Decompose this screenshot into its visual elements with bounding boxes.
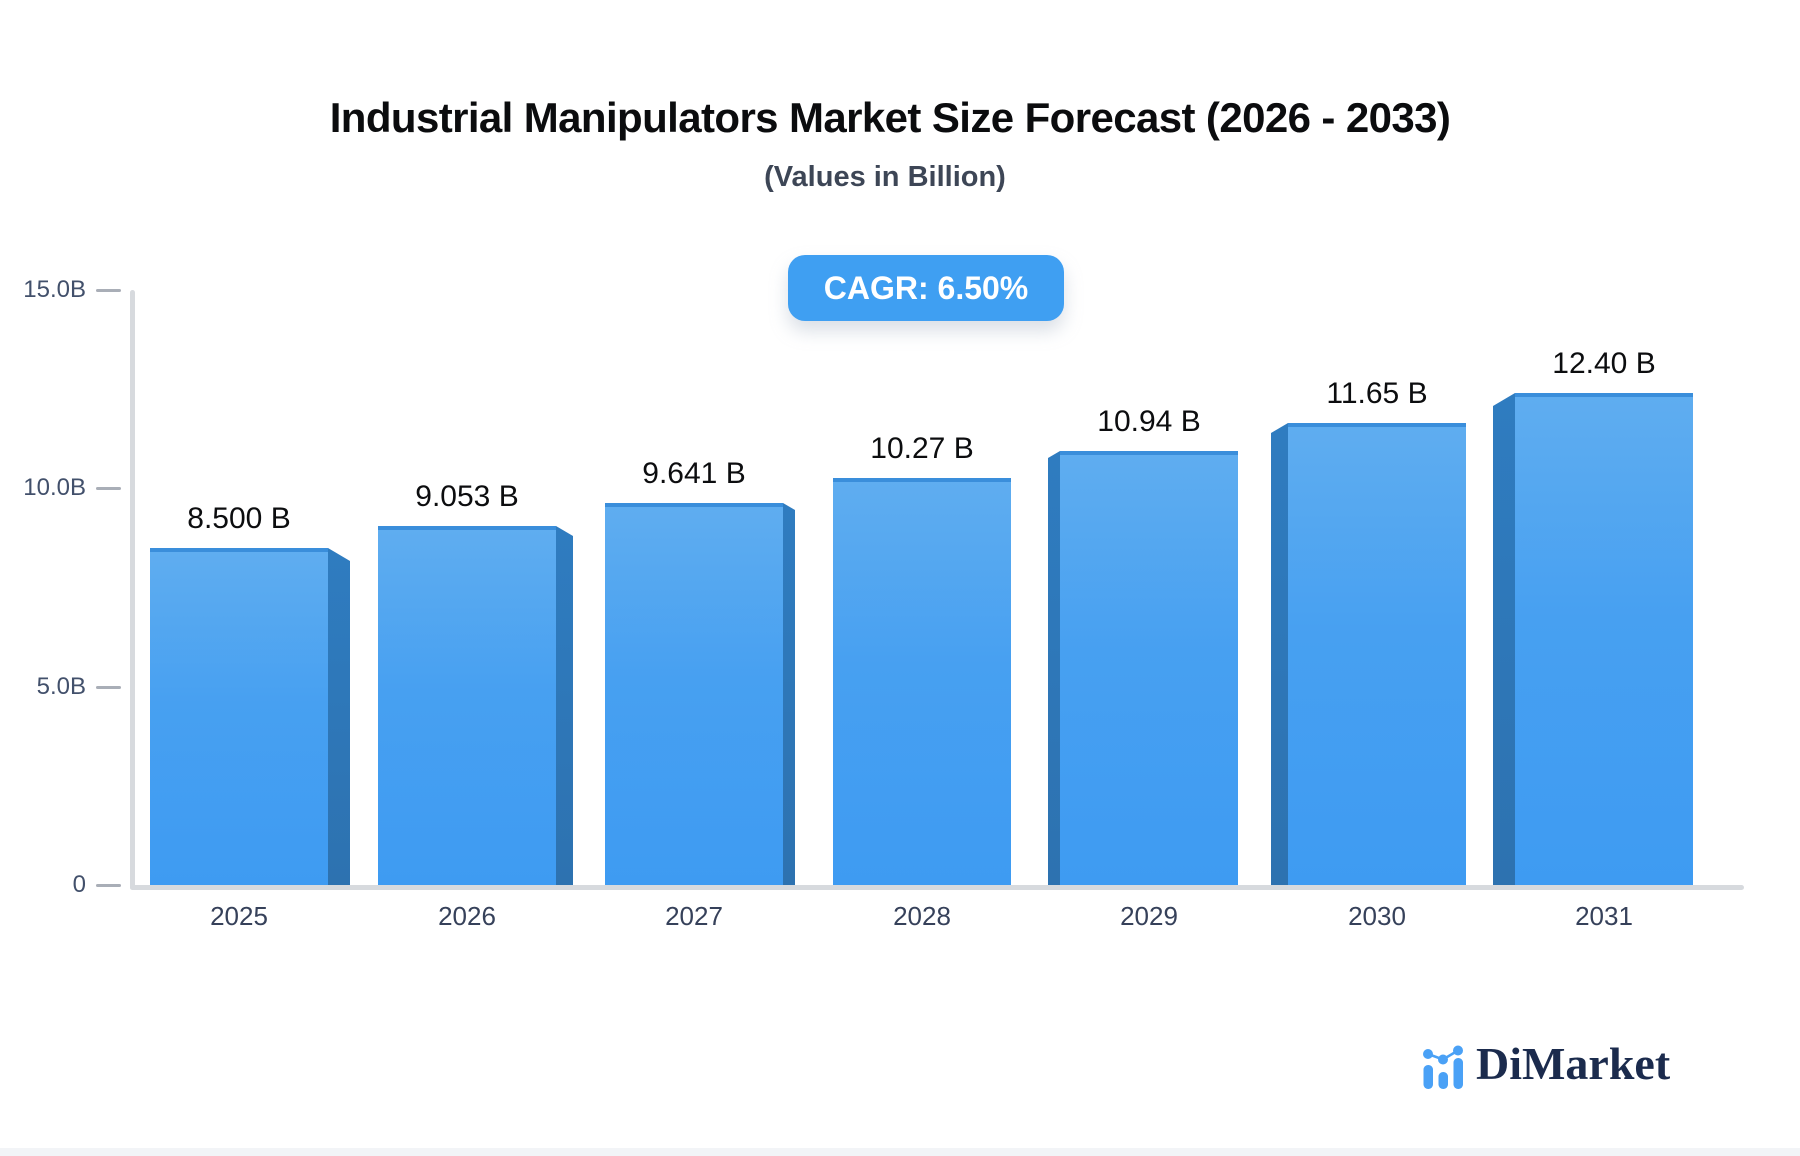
x-axis-label-2031: 2031 <box>1575 901 1633 931</box>
x-axis-label-2028: 2028 <box>893 901 951 931</box>
y-axis-tick <box>96 289 121 292</box>
bar-2027[interactable] <box>605 503 783 888</box>
x-axis-label-2030: 2030 <box>1348 901 1406 931</box>
bar-value-label-2030: 11.65 B <box>1326 377 1428 410</box>
bar-2031[interactable] <box>1515 393 1693 888</box>
x-axis-label-2027: 2027 <box>665 901 723 931</box>
bar-2030-side-face <box>1271 423 1288 888</box>
page-background-strip <box>0 1148 1800 1156</box>
y-axis-tick-label: 5.0B <box>36 673 86 700</box>
bar-2030[interactable] <box>1288 423 1466 888</box>
bar-value-label-2026: 9.053 B <box>415 480 519 513</box>
y-axis-tick <box>96 487 121 490</box>
bar-value-label-2028: 10.27 B <box>870 432 974 465</box>
bar-2025[interactable] <box>150 548 328 888</box>
cagr-badge: CAGR: 6.50% <box>788 255 1064 321</box>
y-axis-tick <box>96 884 121 887</box>
bar-2029-side-face <box>1048 451 1060 888</box>
bar-value-label-2029: 10.94 B <box>1097 405 1201 438</box>
bar-2028[interactable] <box>833 478 1011 888</box>
y-axis-line <box>130 290 135 890</box>
bar-2031-side-face <box>1493 393 1515 888</box>
bar-2026-side-face <box>556 526 573 888</box>
x-axis-label-2025: 2025 <box>210 901 268 931</box>
x-axis-label-2026: 2026 <box>438 901 496 931</box>
x-axis-label-2029: 2029 <box>1120 901 1178 931</box>
y-axis-tick-label: 0 <box>72 871 86 898</box>
chart-title: Industrial Manipulators Market Size Fore… <box>329 94 1451 141</box>
bar-value-label-2031: 12.40 B <box>1552 347 1656 380</box>
y-axis-tick-label: 15.0B <box>23 276 86 303</box>
bar-value-label-2025: 8.500 B <box>187 502 291 535</box>
brand-logo-text: DiMarket <box>1476 1038 1671 1089</box>
cagr-badge-label: CAGR: 6.50% <box>823 270 1029 306</box>
bar-2025-side-face <box>328 548 350 888</box>
bar-value-label-2027: 9.641 B <box>642 457 746 490</box>
x-axis-baseline <box>130 885 1744 890</box>
chart-subtitle: (Values in Billion) <box>764 161 1006 193</box>
brand-logo: DiMarket <box>1420 1038 1670 1094</box>
mini-bar-chart-icon <box>1423 1045 1463 1089</box>
bar-2029[interactable] <box>1060 451 1238 888</box>
bar-2026[interactable] <box>378 526 556 888</box>
y-axis-tick <box>96 686 121 689</box>
bar-2027-side-face <box>783 503 795 888</box>
y-axis-tick-label: 10.0B <box>23 474 86 501</box>
